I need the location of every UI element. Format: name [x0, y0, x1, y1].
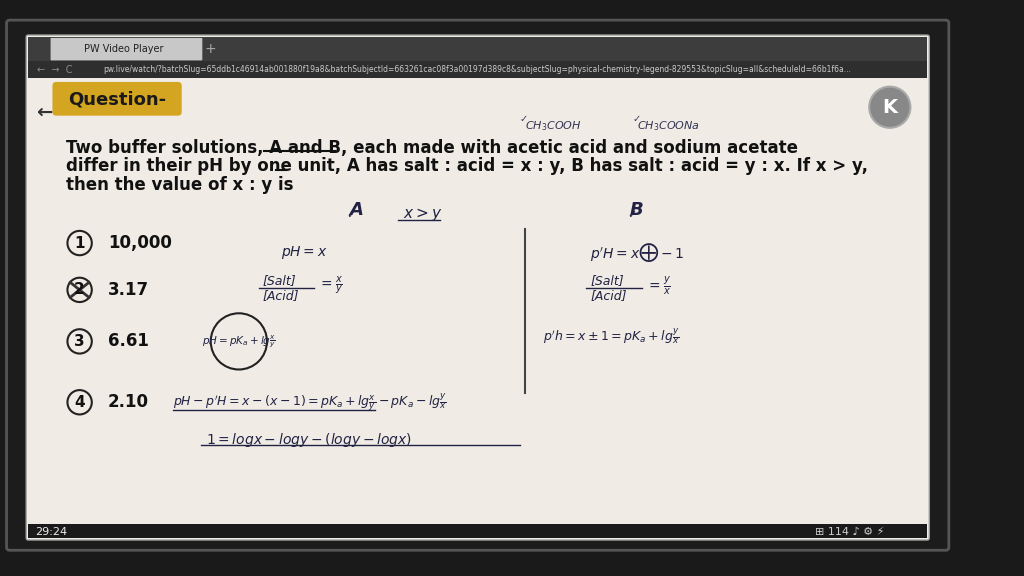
Text: $p'h = x \pm 1 = pK_a + lg\frac{y}{x}$: $p'h = x \pm 1 = pK_a + lg\frac{y}{x}$ — [544, 327, 680, 347]
FancyBboxPatch shape — [28, 61, 928, 78]
Text: ✓: ✓ — [632, 115, 640, 124]
Text: PW Video Player: PW Video Player — [84, 44, 164, 54]
Text: $1 = log x - log y - (log y - log x)$: $1 = log x - log y - (log y - log x)$ — [206, 431, 412, 449]
Text: ⊞ 114 ♪ ⚙ ⚡: ⊞ 114 ♪ ⚙ ⚡ — [815, 526, 885, 536]
FancyBboxPatch shape — [28, 524, 928, 538]
Text: ←: ← — [36, 103, 52, 122]
Text: K: K — [883, 98, 897, 117]
Text: $pH = x$: $pH = x$ — [281, 244, 328, 261]
Text: 2: 2 — [75, 282, 85, 297]
Text: 3: 3 — [75, 334, 85, 349]
Text: [Acid]: [Acid] — [590, 289, 627, 302]
Text: $pH=pK_a+lg\frac{x}{y}$: $pH=pK_a+lg\frac{x}{y}$ — [202, 334, 275, 350]
Text: pw.live/watch/?batchSlug=65ddb1c46914ab001880f19a8&batchSubjectId=663261cac08f3a: pw.live/watch/?batchSlug=65ddb1c46914ab0… — [103, 65, 851, 74]
FancyBboxPatch shape — [50, 38, 203, 60]
Text: $x > y$: $x > y$ — [402, 206, 442, 223]
Text: then the value of x : y is: then the value of x : y is — [66, 176, 293, 194]
Text: ✓: ✓ — [346, 210, 356, 220]
Text: $pH - p'H = x - (x-1) = pK_a + lg\frac{x}{y} - pK_a - lg\frac{y}{x}$: $pH - p'H = x - (x-1) = pK_a + lg\frac{x… — [173, 391, 447, 413]
Text: ✓: ✓ — [520, 115, 528, 124]
Text: 4: 4 — [75, 395, 85, 410]
Text: $CH_3COONa$: $CH_3COONa$ — [637, 119, 700, 133]
FancyBboxPatch shape — [27, 35, 929, 540]
Circle shape — [869, 86, 910, 128]
Text: [Salt]: [Salt] — [262, 274, 296, 287]
Text: $= \frac{x}{y}$: $= \frac{x}{y}$ — [318, 275, 343, 297]
Text: Question-: Question- — [68, 91, 166, 109]
Text: [Salt]: [Salt] — [590, 274, 624, 287]
Text: 2.10: 2.10 — [108, 393, 148, 411]
Text: 6.61: 6.61 — [108, 332, 148, 350]
Text: [Acid]: [Acid] — [262, 289, 299, 302]
Text: A: A — [349, 201, 362, 219]
Text: 10,000: 10,000 — [108, 234, 172, 252]
Text: 3.17: 3.17 — [108, 281, 148, 299]
Text: $p'H = x \bigoplus -1$: $p'H = x \bigoplus -1$ — [590, 241, 685, 264]
Text: Two buffer solutions, A and B, each made with acetic acid and sodium acetate: Two buffer solutions, A and B, each made… — [66, 138, 798, 157]
FancyBboxPatch shape — [52, 82, 181, 116]
FancyBboxPatch shape — [28, 78, 928, 538]
Text: +: + — [205, 42, 216, 56]
Text: 29:24: 29:24 — [36, 526, 68, 536]
Text: ←  →  C: ← → C — [38, 65, 73, 75]
Text: $= \frac{y}{x}$: $= \frac{y}{x}$ — [646, 275, 671, 297]
Text: differ in their pH by one unit, A has salt : acid = x : y, B has salt : acid = y: differ in their pH by one unit, A has sa… — [66, 157, 867, 175]
Text: $CH_3COOH$: $CH_3COOH$ — [524, 119, 582, 133]
Text: B: B — [630, 201, 644, 219]
FancyBboxPatch shape — [28, 37, 928, 67]
Text: 1: 1 — [75, 236, 85, 251]
FancyBboxPatch shape — [6, 20, 949, 550]
Text: ✓: ✓ — [628, 210, 637, 220]
